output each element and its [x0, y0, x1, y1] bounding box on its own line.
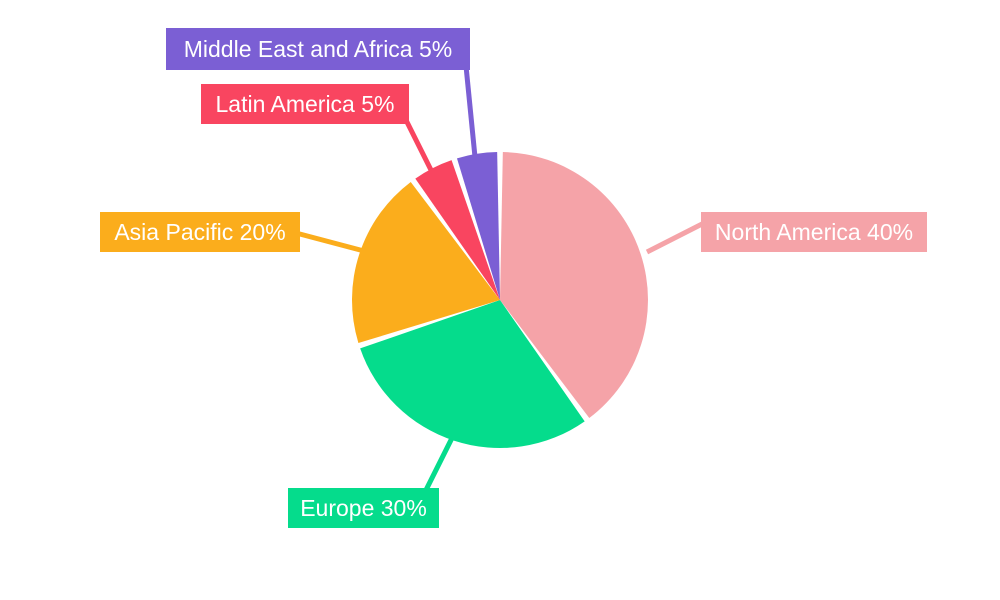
- pie-slice-north-america[interactable]: [500, 152, 648, 419]
- leader-line-middle-east-and-africa: [463, 65, 478, 158]
- slice-label-asia-pacific[interactable]: Asia Pacific 20%: [100, 212, 300, 252]
- pie-slice-middle-east-and-africa[interactable]: [456, 152, 500, 300]
- pie-slice-europe[interactable]: [360, 300, 585, 448]
- slice-label-text: Europe 30%: [300, 494, 427, 521]
- leader-line-asia-pacific: [295, 230, 365, 254]
- leader-line-group: [295, 65, 708, 496]
- slice-label-middle-east-and-africa[interactable]: Middle East and Africa 5%: [166, 28, 470, 70]
- slice-label-text: Asia Pacific 20%: [114, 218, 286, 245]
- slice-label-text: Middle East and Africa 5%: [183, 35, 453, 62]
- slice-label-north-america[interactable]: North America 40%: [701, 212, 927, 252]
- pie-slice-latin-america[interactable]: [415, 160, 500, 300]
- pie-slice-asia-pacific[interactable]: [352, 181, 500, 344]
- slice-label-latin-america[interactable]: Latin America 5%: [201, 84, 409, 124]
- slice-label-text: Latin America 5%: [215, 90, 395, 117]
- leader-line-europe: [421, 436, 455, 496]
- leader-line-north-america: [645, 219, 708, 255]
- slice-label-text: North America 40%: [714, 218, 914, 245]
- slice-label-europe[interactable]: Europe 30%: [288, 488, 439, 528]
- pie-wedge-group: [352, 152, 648, 448]
- leader-line-latin-america: [403, 118, 437, 178]
